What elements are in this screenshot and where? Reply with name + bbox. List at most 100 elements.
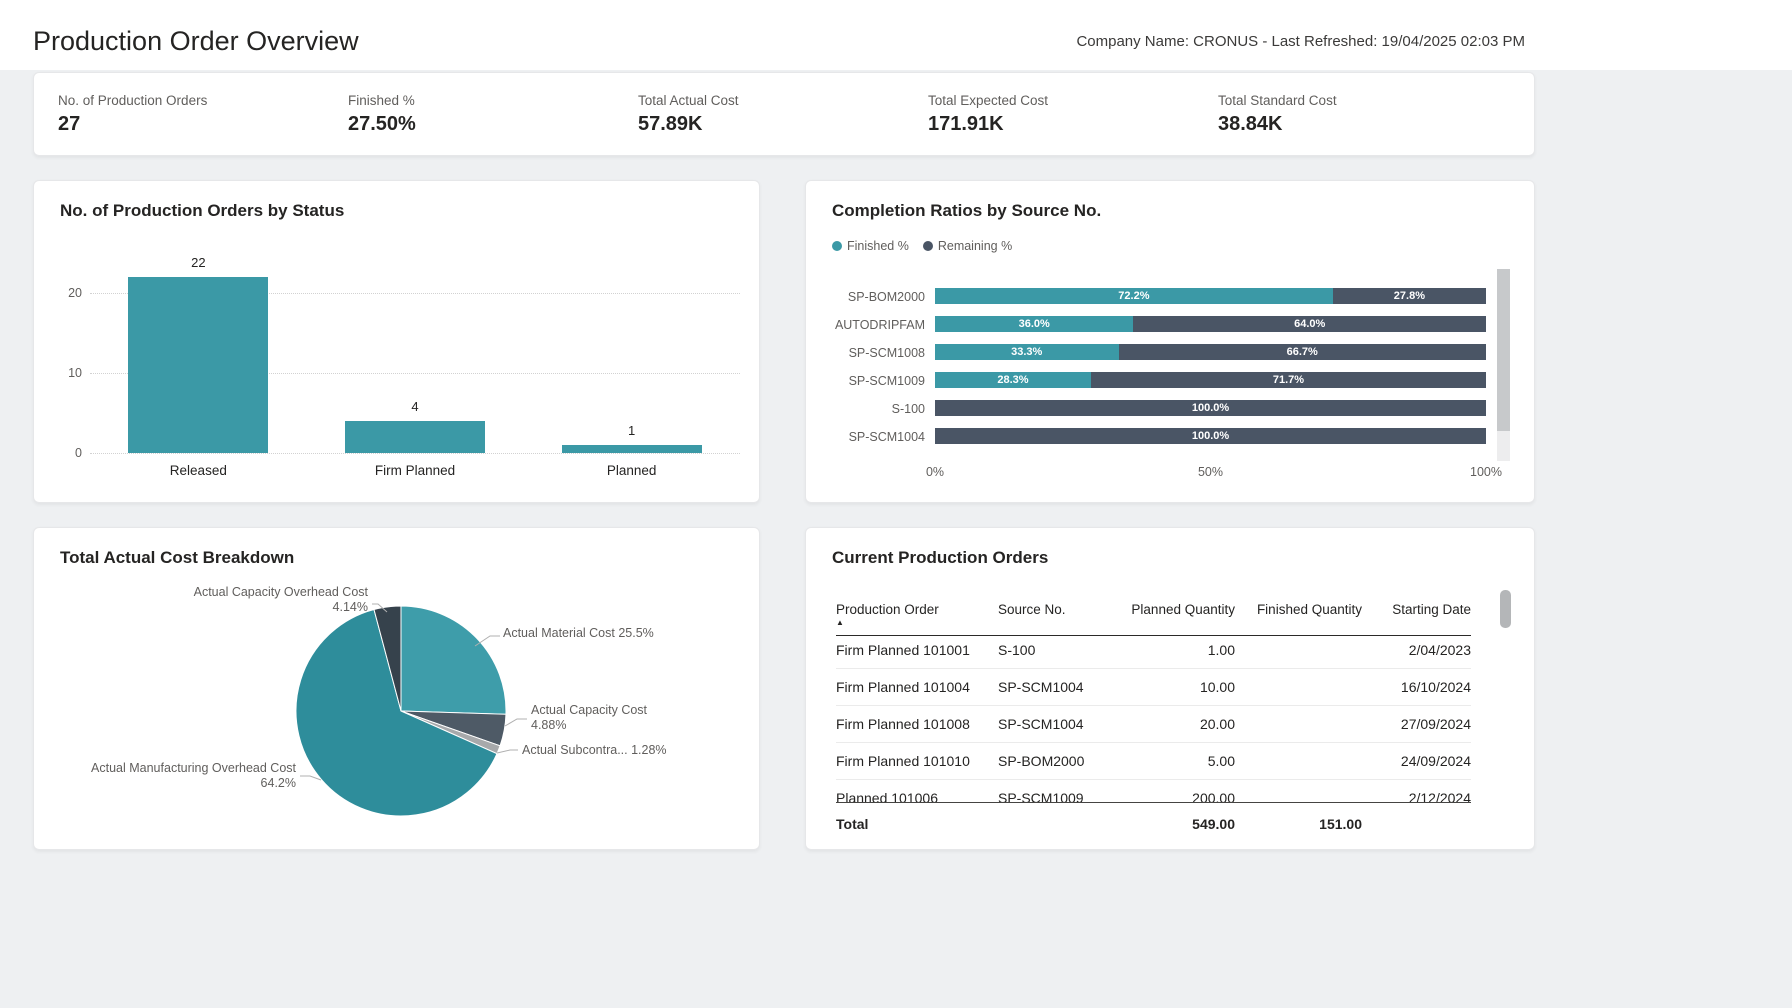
- segment-remaining[interactable]: 64.0%: [1133, 316, 1486, 332]
- table-cell: 5.00: [1207, 753, 1235, 769]
- legend-item-finished[interactable]: Finished %: [832, 239, 909, 253]
- segment-finished[interactable]: 28.3%: [935, 372, 1091, 388]
- pie-slice-actual-manufacturing-overhead-cost[interactable]: [295, 608, 498, 817]
- kpi-value: 27: [58, 112, 81, 135]
- kpi-no-of-production-orders[interactable]: No. of Production Orders 27: [58, 93, 348, 136]
- kpi-total-standard-cost[interactable]: Total Standard Cost 38.84K: [1218, 93, 1508, 136]
- kpi-value: 171.91K: [928, 112, 1004, 135]
- category-label: SP-SCM1008: [848, 346, 925, 360]
- kpi-strip: No. of Production Orders 27 Finished % 27.5…: [33, 72, 1535, 156]
- table-cell: Firm Planned 101008: [836, 716, 970, 732]
- x-axis-tick-label: 0%: [925, 465, 945, 479]
- table-cell: Firm Planned 101010: [836, 753, 970, 769]
- column-header-label: Finished Quantity: [1256, 602, 1362, 617]
- chart-title-completion-ratios: Completion Ratios by Source No.: [832, 201, 1102, 220]
- table-cell: 1.00: [1207, 642, 1235, 658]
- bar-value-label: 22: [191, 255, 206, 270]
- segment-finished[interactable]: 36.0%: [935, 316, 1134, 332]
- category-label: AUTODRIPFAM: [834, 318, 925, 332]
- scrollbar-thumb[interactable]: [1500, 590, 1511, 628]
- column-header-starting-date[interactable]: Starting Date: [1362, 602, 1471, 617]
- column-header-source-no[interactable]: Source No.: [998, 602, 1116, 617]
- column-header-finished-quantity[interactable]: Finished Quantity: [1235, 602, 1362, 617]
- segment-remaining[interactable]: 100.0%: [935, 428, 1486, 444]
- pie-slice-actual-material-cost[interactable]: [400, 605, 507, 715]
- table-cell: Firm Planned 101001: [836, 642, 970, 658]
- table-row[interactable]: Firm Planned 101010 SP-BOM2000 5.00 24/09/2…: [836, 743, 1471, 780]
- kpi-label: Total Standard Cost: [1218, 92, 1337, 108]
- legend-label: Finished %: [847, 239, 909, 253]
- gridline: [90, 453, 740, 454]
- stacked-bar-sp-scm1009: 28.3% 71.7%: [935, 372, 1486, 388]
- kpi-finished[interactable]: Finished % 27.50%: [348, 93, 638, 136]
- category-label: SP-SCM1004: [848, 430, 925, 444]
- legend-label: Remaining %: [937, 239, 1013, 253]
- chart-title-cost-breakdown: Total Actual Cost Breakdown: [60, 548, 295, 567]
- bar-released[interactable]: [128, 277, 269, 453]
- x-axis-label: Firm Planned: [374, 463, 456, 478]
- segment-remaining[interactable]: 66.7%: [1118, 344, 1486, 360]
- kpi-label: Total Expected Cost: [928, 92, 1049, 108]
- table-row[interactable]: Planned 101006 SP-SCM1009 200.00 2/12/2024: [836, 780, 1471, 802]
- column-header-label: Starting Date: [1392, 602, 1471, 617]
- column-header-production-order[interactable]: Production Order ▲: [836, 602, 998, 627]
- kpi-value: 57.89K: [638, 112, 703, 135]
- pie-callout-line: [496, 749, 518, 754]
- legend-dot: [832, 241, 842, 251]
- segment-value-label: 66.7%: [1286, 346, 1318, 358]
- y-axis-label: 0: [75, 446, 82, 460]
- legend-item-remaining[interactable]: Remaining %: [922, 239, 1013, 253]
- column-header-planned-quantity[interactable]: Planned Quantity: [1116, 602, 1235, 617]
- pie-label-actual-capacity-overhead-cost: Actual Capacity Overhead Cost 4.14%: [194, 585, 369, 614]
- segment-remaining[interactable]: 71.7%: [1090, 372, 1486, 388]
- table-title: Current Production Orders: [832, 548, 1049, 567]
- segment-value-label: 100.0%: [1191, 402, 1230, 414]
- kpi-label: Total Actual Cost: [638, 92, 739, 108]
- segment-remaining[interactable]: 100.0%: [935, 400, 1486, 416]
- table-cell: 24/09/2024: [1400, 753, 1471, 769]
- segment-finished[interactable]: 33.3%: [935, 344, 1119, 360]
- total-cell: 151.00: [1319, 816, 1362, 832]
- category-label: SP-SCM1009: [848, 374, 925, 388]
- x-axis-label: Released: [169, 463, 227, 478]
- scrollbar-thumb[interactable]: [1497, 269, 1510, 431]
- pie-callout-line: [504, 718, 527, 727]
- column-header-label: Source No.: [998, 602, 1066, 617]
- segment-finished[interactable]: 72.2%: [935, 288, 1333, 304]
- bar-firm-planned[interactable]: [345, 421, 485, 453]
- category-label: S-100: [891, 402, 925, 416]
- stacked-bar-sp-scm1008: 33.3% 66.7%: [935, 344, 1486, 360]
- column-header-label: Planned Quantity: [1131, 602, 1235, 617]
- table-cell: 2/04/2023: [1408, 642, 1471, 658]
- table-cell: Planned 101006: [836, 790, 938, 802]
- table-row[interactable]: Firm Planned 101004 SP-SCM1004 10.00 16/10/…: [836, 669, 1471, 706]
- table-cell: Firm Planned 101004: [836, 679, 970, 695]
- segment-value-label: 33.3%: [1011, 346, 1043, 358]
- table-cell: S-100: [998, 642, 1036, 658]
- completion-ratios-card: Completion Ratios by Source No. Finished…: [805, 180, 1535, 503]
- kpi-total-actual-cost[interactable]: Total Actual Cost 57.89K: [638, 93, 928, 136]
- table-row[interactable]: Firm Planned 101008 SP-SCM1004 20.00 27/09/…: [836, 706, 1471, 743]
- x-axis-tick-label: 50%: [1197, 465, 1224, 479]
- cost-breakdown-chart: Actual Material Cost 25.5% Actual Capacit…: [34, 528, 759, 849]
- table-header-row: Production Order ▲ Source No. Planned Quant…: [836, 602, 1471, 636]
- kpi-total-expected-cost[interactable]: Total Expected Cost 171.91K: [928, 93, 1218, 136]
- bar-value-label: 4: [411, 399, 419, 414]
- segment-value-label: 64.0%: [1294, 318, 1326, 330]
- total-cell: Total: [836, 816, 869, 832]
- sort-ascending-icon: ▲: [836, 618, 844, 627]
- table-cell: 16/10/2024: [1400, 679, 1471, 695]
- table-cell: SP-SCM1004: [998, 679, 1084, 695]
- orders-by-status-card: No. of Production Orders by Status 0 10 20…: [33, 180, 760, 503]
- table-cell: 10.00: [1199, 679, 1235, 695]
- segment-remaining[interactable]: 27.8%: [1332, 288, 1486, 304]
- pie-svg: Actual Material Cost 25.5% Actual Capacit…: [91, 585, 667, 817]
- kpi-label: Finished %: [348, 92, 415, 108]
- y-axis-label: 10: [68, 366, 82, 380]
- table-cell: SP-SCM1009: [998, 790, 1084, 802]
- table-cell: 20.00: [1199, 716, 1235, 732]
- table-body: Firm Planned 101001 S-100 1.00 2/04/2023 Fir…: [836, 632, 1471, 802]
- table-row[interactable]: Firm Planned 101001 S-100 1.00 2/04/2023: [836, 632, 1471, 669]
- pie-slice-actual-capacity-overhead-cost[interactable]: [373, 605, 402, 712]
- bar-planned[interactable]: [561, 445, 702, 453]
